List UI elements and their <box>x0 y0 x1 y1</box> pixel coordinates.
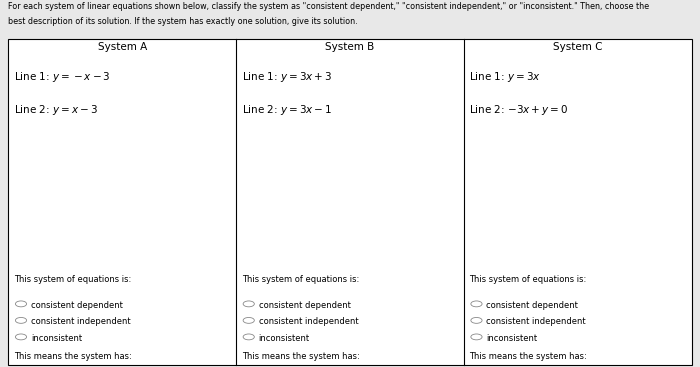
Text: This system of equations is:: This system of equations is: <box>241 275 359 284</box>
Text: This means the system has:: This means the system has: <box>241 352 360 361</box>
Text: This system of equations is:: This system of equations is: <box>470 275 587 284</box>
Text: L1: L1 <box>181 254 186 259</box>
Text: This system of equations is:: This system of equations is: <box>14 275 132 284</box>
Text: consistent independent: consistent independent <box>258 317 358 327</box>
Text: x: x <box>214 186 217 190</box>
Text: L1: L1 <box>337 126 342 131</box>
Text: inconsistent: inconsistent <box>486 334 538 343</box>
Text: inconsistent: inconsistent <box>258 334 309 343</box>
Text: inconsistent: inconsistent <box>31 334 82 343</box>
Text: L1: L1 <box>594 126 601 131</box>
Text: This means the system has:: This means the system has: <box>14 352 132 361</box>
Text: System B: System B <box>326 42 374 52</box>
Text: Line 2: $-3x+y=0$: Line 2: $-3x+y=0$ <box>470 103 568 117</box>
Text: y: y <box>125 121 128 126</box>
Text: x: x <box>442 186 445 190</box>
Text: System A: System A <box>97 42 147 52</box>
Text: L2: L2 <box>31 254 36 259</box>
Text: consistent dependent: consistent dependent <box>258 301 351 310</box>
Text: consistent independent: consistent independent <box>486 317 586 327</box>
Text: Line 1: $y=3x+3$: Line 1: $y=3x+3$ <box>241 70 332 84</box>
Text: consistent independent: consistent independent <box>31 317 130 327</box>
Text: Line 1: $y=3x$: Line 1: $y=3x$ <box>470 70 542 84</box>
Text: L2: L2 <box>258 254 265 259</box>
Text: Line 1: $y=-x-3$: Line 1: $y=-x-3$ <box>14 70 111 84</box>
Text: L2: L2 <box>486 254 492 259</box>
Text: x: x <box>669 186 673 190</box>
Text: For each system of linear equations shown below, classify the system as "consist: For each system of linear equations show… <box>8 2 650 11</box>
Text: Line 2: $y=3x-1$: Line 2: $y=3x-1$ <box>241 103 332 117</box>
Text: This means the system has:: This means the system has: <box>470 352 587 361</box>
Text: consistent dependent: consistent dependent <box>31 301 122 310</box>
Text: System C: System C <box>553 42 603 52</box>
Text: Line 2: $y=x-3$: Line 2: $y=x-3$ <box>14 103 98 117</box>
Text: best description of its solution. If the system has exactly one solution, give i: best description of its solution. If the… <box>8 17 358 26</box>
Text: y: y <box>580 121 584 126</box>
Text: consistent dependent: consistent dependent <box>486 301 578 310</box>
Text: y: y <box>353 121 356 126</box>
